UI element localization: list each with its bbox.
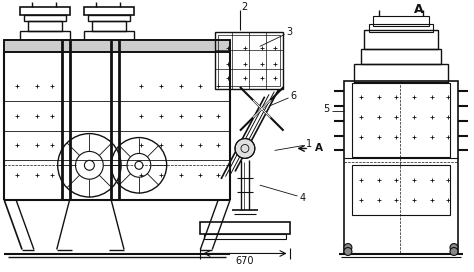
Bar bbox=[373, 16, 429, 26]
Text: 4: 4 bbox=[300, 193, 306, 203]
Text: 2: 2 bbox=[241, 2, 247, 12]
Bar bbox=[215, 32, 283, 89]
Text: 6: 6 bbox=[291, 91, 297, 101]
Circle shape bbox=[450, 248, 458, 255]
Circle shape bbox=[235, 138, 255, 158]
Text: 3: 3 bbox=[287, 27, 292, 36]
Text: 5: 5 bbox=[323, 104, 329, 114]
Bar bbox=[84, 7, 134, 15]
Circle shape bbox=[450, 243, 458, 252]
Bar bbox=[352, 83, 450, 157]
Bar bbox=[361, 50, 441, 64]
Text: 670: 670 bbox=[236, 256, 254, 266]
Bar bbox=[364, 30, 438, 50]
Text: A: A bbox=[413, 3, 423, 16]
Bar bbox=[20, 30, 70, 41]
Text: 1: 1 bbox=[306, 138, 312, 149]
Circle shape bbox=[344, 248, 352, 255]
Bar bbox=[204, 234, 285, 239]
Bar bbox=[28, 21, 62, 30]
Bar bbox=[352, 165, 450, 215]
Text: A: A bbox=[315, 143, 323, 153]
Bar bbox=[344, 81, 458, 255]
Bar bbox=[84, 30, 134, 41]
Bar bbox=[218, 35, 280, 86]
Bar bbox=[201, 222, 290, 234]
Bar bbox=[92, 21, 126, 30]
Bar bbox=[20, 7, 70, 15]
Bar bbox=[369, 24, 433, 32]
Bar bbox=[354, 64, 448, 82]
Circle shape bbox=[84, 160, 94, 170]
Bar bbox=[4, 41, 230, 52]
Bar bbox=[24, 15, 65, 21]
Bar bbox=[4, 41, 230, 52]
Circle shape bbox=[135, 161, 143, 169]
Bar bbox=[88, 15, 130, 21]
Circle shape bbox=[344, 243, 352, 252]
